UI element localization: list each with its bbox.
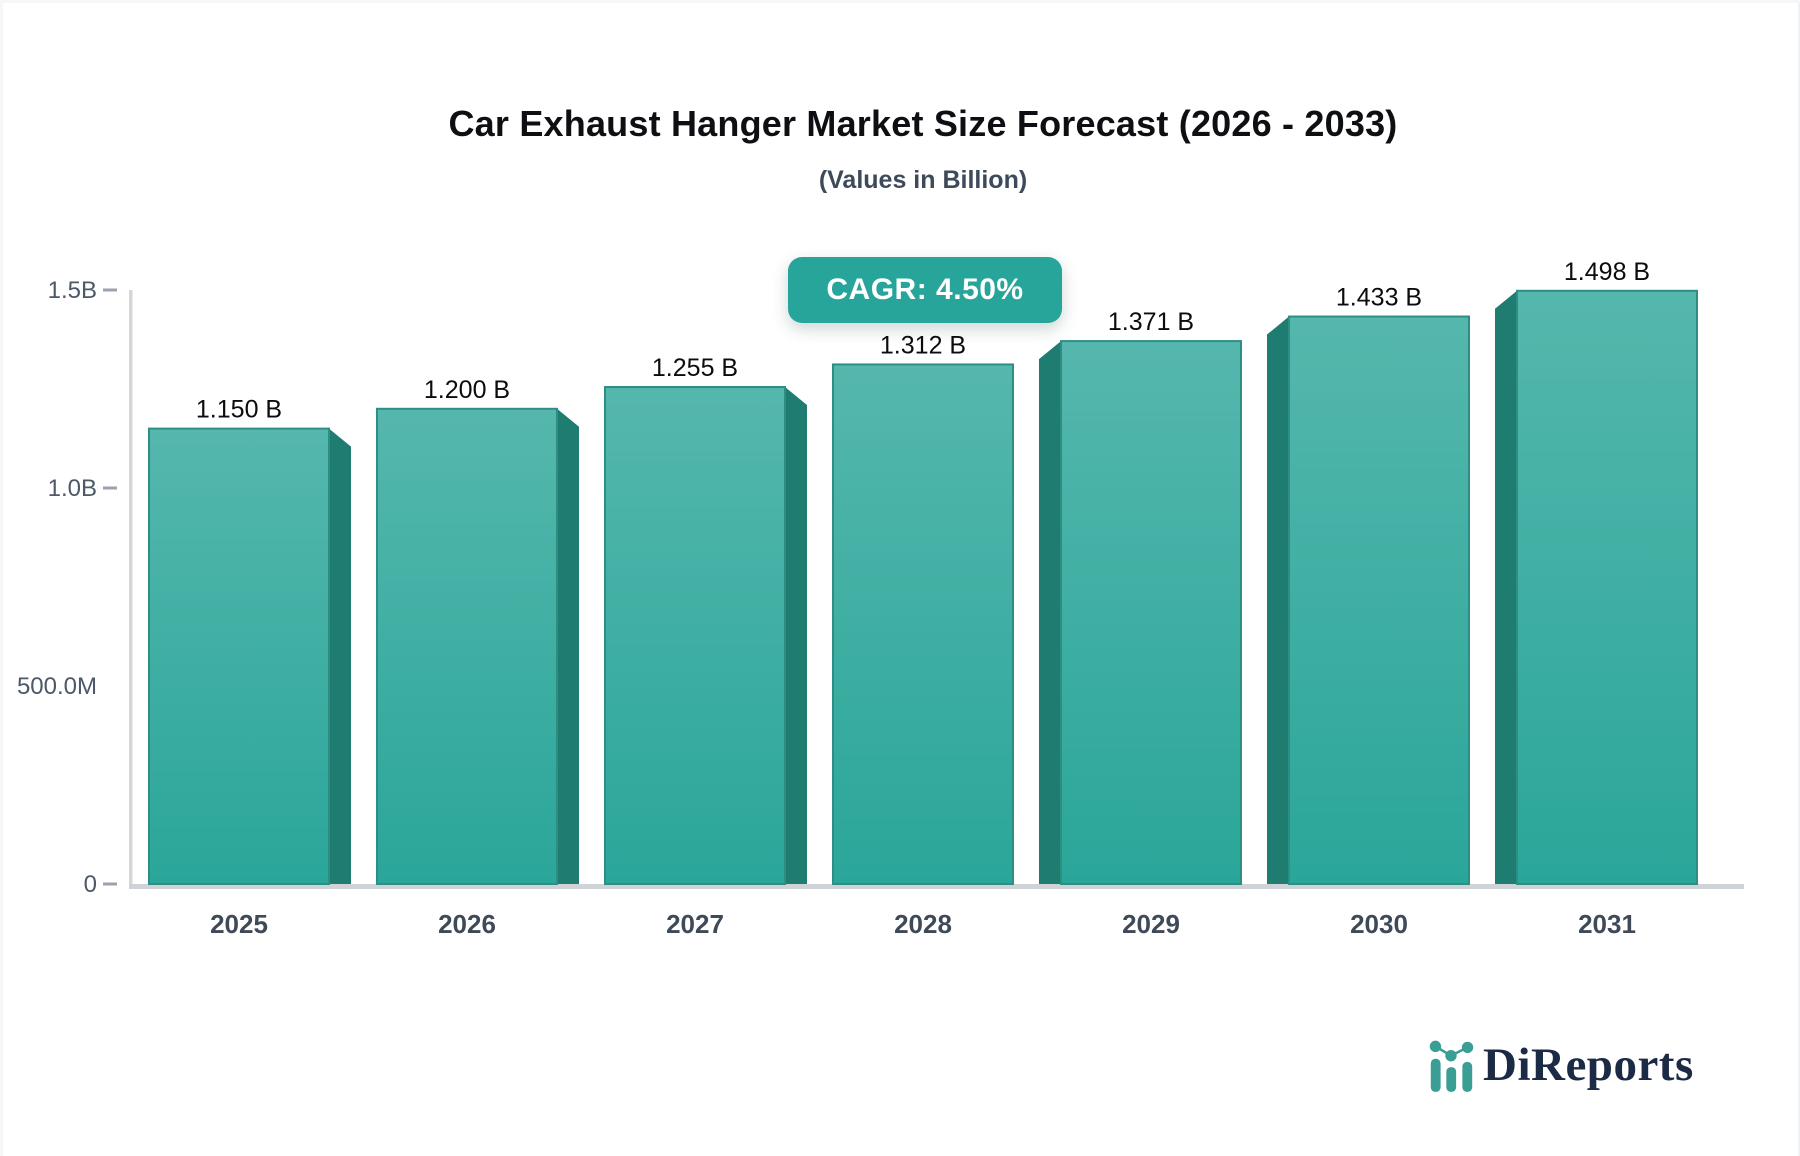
bar	[604, 386, 786, 885]
bar-side	[1039, 341, 1061, 885]
y-tick-label: 0	[84, 871, 97, 898]
y-tick-label: 1.5B	[48, 277, 97, 304]
mini-bar-chart-icon	[1429, 1040, 1474, 1092]
x-tick-label: 2031	[1578, 909, 1636, 939]
y-tick-dash	[103, 486, 117, 490]
x-axis-baseline	[129, 884, 1744, 889]
bar	[1288, 315, 1470, 886]
y-tick-label: 500.0M	[17, 673, 97, 700]
bar-value-label: 1.312 B	[880, 331, 966, 359]
y-tick-dash	[103, 288, 117, 292]
x-tick-label: 2025	[210, 909, 268, 939]
bar	[1060, 340, 1242, 886]
cagr-badge-label: CAGR: 4.50%	[826, 273, 1024, 306]
bar-value-label: 1.255 B	[652, 354, 738, 382]
brand-logo-text: DiReports	[1483, 1039, 1694, 1091]
bar	[148, 427, 330, 885]
x-tick-label: 2026	[438, 909, 496, 939]
brand-logo: DiReports	[1428, 1036, 1694, 1094]
y-axis-line	[129, 290, 133, 889]
bar-side	[329, 428, 351, 884]
bar	[1516, 289, 1698, 885]
bar-value-label: 1.433 B	[1336, 284, 1422, 312]
bar-side	[1495, 290, 1517, 884]
bar-value-label: 1.150 B	[196, 396, 282, 424]
bar-value-label: 1.371 B	[1108, 308, 1194, 336]
bar	[376, 407, 558, 885]
bar-side	[785, 387, 807, 884]
chart-subtitle: (Values in Billion)	[818, 166, 1028, 194]
x-tick-label: 2030	[1350, 909, 1408, 939]
bar-value-label: 1.200 B	[424, 376, 510, 404]
cagr-badge: CAGR: 4.50%	[788, 257, 1062, 323]
x-tick-label: 2027	[666, 909, 724, 939]
x-tick-label: 2028	[894, 909, 952, 939]
bar	[832, 363, 1014, 885]
chart-title: Car Exhaust Hanger Market Size Forecast …	[448, 103, 1398, 144]
y-tick-dash	[103, 882, 117, 886]
bar-side	[1267, 316, 1289, 885]
x-tick-label: 2029	[1122, 909, 1180, 939]
bar-side	[557, 408, 579, 884]
y-tick-label: 1.0B	[48, 475, 97, 502]
bar-value-label: 1.498 B	[1564, 258, 1650, 286]
